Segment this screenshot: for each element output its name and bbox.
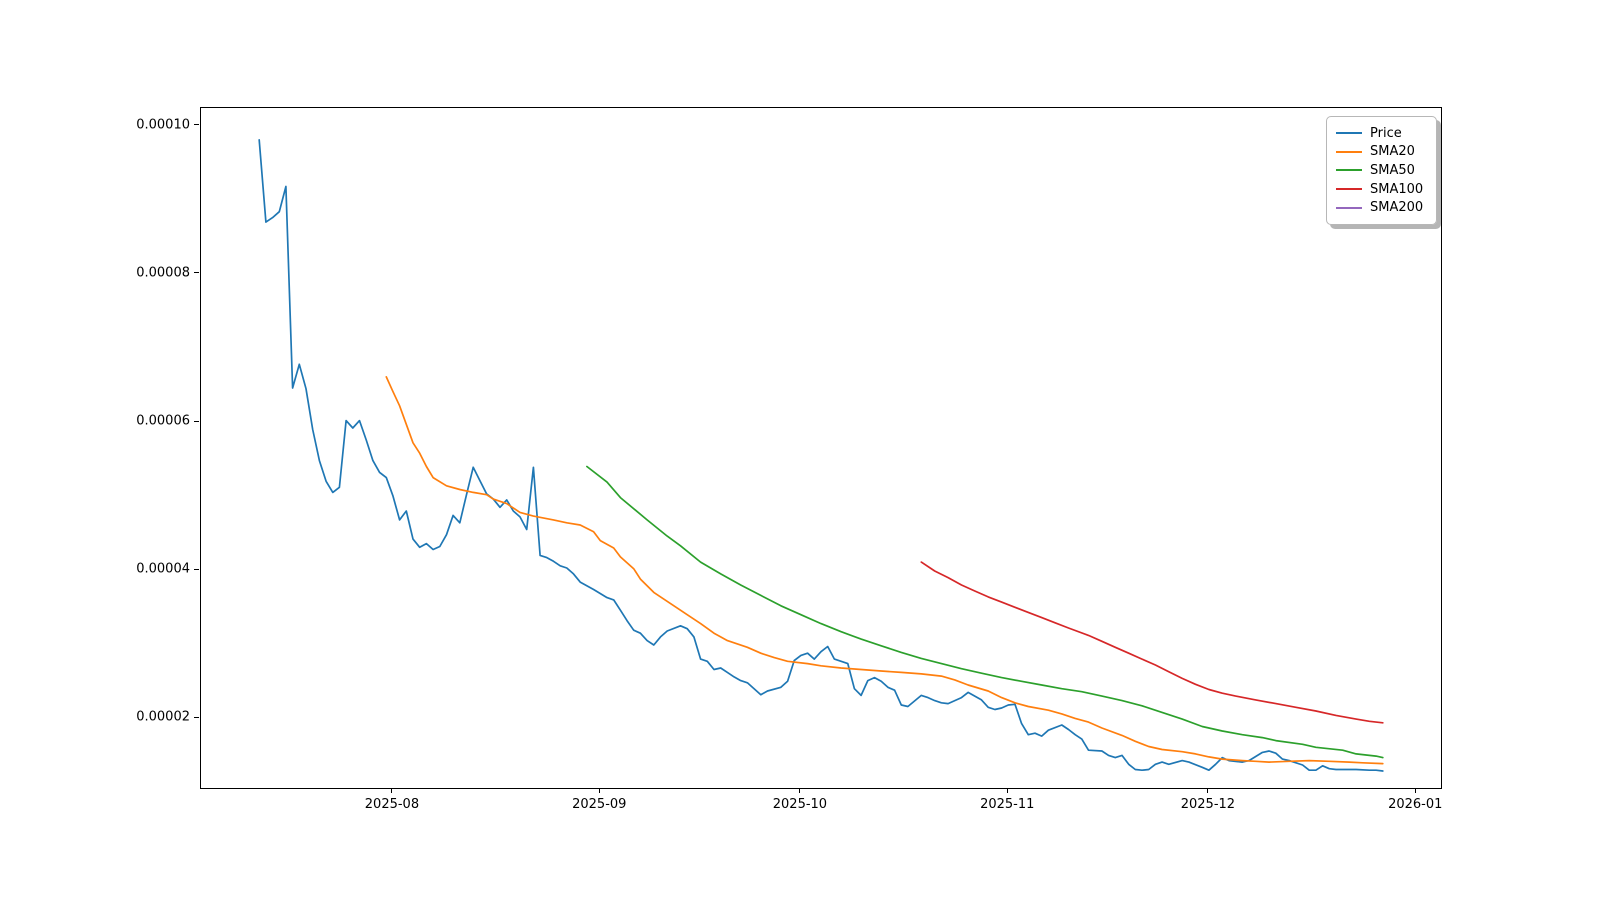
sma20-line — [385, 376, 1384, 765]
legend-item-sma200: SMA200 — [1336, 198, 1428, 217]
x-tick-label: 2025-09 — [572, 797, 627, 812]
y-tick-label: 0.00004 — [136, 561, 190, 577]
x-tick-mark — [391, 788, 393, 793]
y-tick-mark — [194, 272, 199, 274]
legend: Price SMA20 SMA50 SMA100 SMA200 — [1326, 116, 1437, 225]
legend-label: SMA20 — [1370, 144, 1415, 160]
y-tick-mark — [194, 124, 199, 126]
legend-label: SMA100 — [1370, 181, 1424, 197]
y-tick-label: 0.00008 — [136, 265, 190, 281]
chart-svg — [258, 139, 1384, 772]
x-tick-mark — [598, 788, 600, 793]
x-tick-label: 2025-10 — [772, 797, 828, 812]
x-tick-label: 2026-01 — [1388, 797, 1443, 812]
legend-line-sample — [1336, 188, 1362, 191]
sma50-line — [586, 465, 1384, 759]
legend-line-sample — [1336, 206, 1362, 209]
y-tick-label: 0.00006 — [136, 413, 190, 429]
x-tick-label: 2025-12 — [1180, 797, 1236, 812]
legend-line-sample — [1336, 132, 1362, 135]
sma100-line — [920, 561, 1384, 724]
y-tick-mark — [194, 420, 199, 422]
y-tick-label: 0.00010 — [136, 117, 190, 133]
y-tick-mark — [194, 716, 199, 718]
y-tick-mark — [194, 568, 199, 570]
legend-item-price: Price — [1336, 124, 1428, 143]
legend-label: Price — [1370, 125, 1402, 141]
x-tick-label: 2025-11 — [980, 797, 1035, 812]
price-line — [258, 139, 1384, 772]
plot-area — [200, 107, 1442, 789]
x-tick-label: 2025-08 — [364, 797, 420, 812]
legend-item-sma20: SMA20 — [1336, 143, 1428, 162]
legend-label: SMA200 — [1370, 200, 1424, 216]
legend-item-sma100: SMA100 — [1336, 180, 1428, 199]
x-tick-mark — [1006, 788, 1008, 793]
legend-label: SMA50 — [1370, 162, 1415, 178]
y-tick-label: 0.00002 — [136, 709, 190, 725]
legend-item-sma50: SMA50 — [1336, 161, 1428, 180]
x-tick-mark — [1207, 788, 1209, 793]
x-tick-mark — [799, 788, 801, 793]
legend-line-sample — [1336, 169, 1362, 172]
x-tick-mark — [1414, 788, 1416, 793]
legend-line-sample — [1336, 150, 1362, 153]
